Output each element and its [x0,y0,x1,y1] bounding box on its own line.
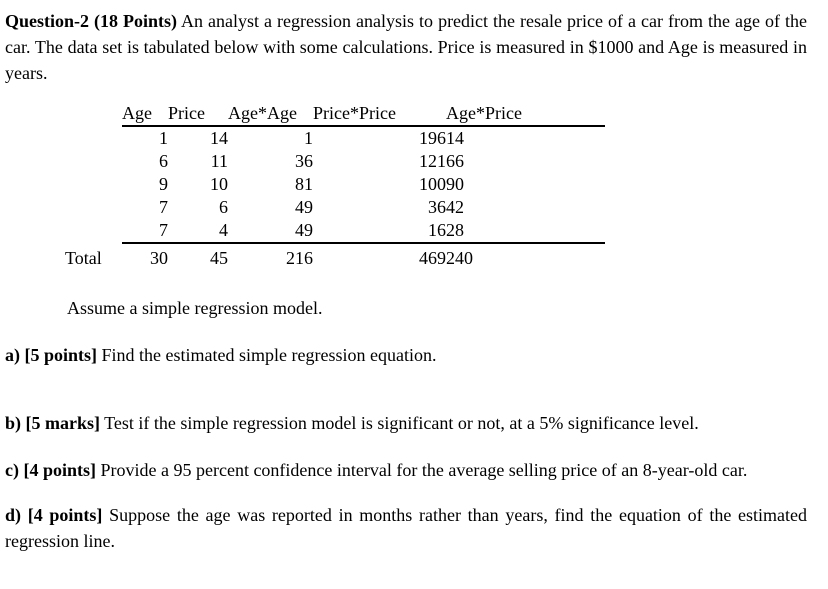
table-total-row: Total 30 45 216 469 240 [65,243,605,270]
column-header-age-price: Age*Price [446,102,605,127]
table-cell: 36 [295,151,313,171]
table-cell: 49 [295,197,313,217]
total-cell: 216 [286,248,313,268]
total-cell: 469 [419,248,446,268]
column-header-age-age: Age*Age [228,102,313,127]
table-cell: 28 [446,219,605,244]
table-cell: 49 [228,219,313,244]
table-header-row: Age Price Age*Age Price*Price Age*Price [65,102,605,127]
question-number-label: Question-2 (18 Points) [5,11,178,31]
column-header-price: Price [168,102,228,127]
table-corner-cell [65,102,122,126]
part-b-label: b) [5 marks] [5,413,100,433]
table-cell: 1 [159,128,168,148]
part-b-text: Test if the simple regression model is s… [100,413,699,433]
table-cell: 196 [419,128,446,148]
column-header-price-price: Price*Price [313,102,446,127]
table-cell: 36 [428,197,446,217]
part-c-text: Provide a 95 percent confidence interval… [96,460,748,480]
table-cell: 6 [159,151,168,171]
table-cell: 6 [219,197,228,217]
table-cell: 1 [304,128,313,148]
table-cell: 9 [159,174,168,194]
part-d-label: d) [4 points] [5,505,103,525]
part-d-text: Suppose the age was reported in months r… [5,505,808,551]
assumption-note: Assume a simple regression model. [67,298,323,318]
table-cell: 42 [446,197,464,217]
table-cell: 7 [122,219,168,244]
question-part-d: d) [4 points] Suppose the age was report… [5,502,807,554]
table-cell: 4 [168,219,228,244]
table-row: 9 10 81 100 90 [65,173,605,196]
part-a-label: a) [5 points] [5,345,98,365]
total-cell: 45 [210,248,228,268]
part-c-label: c) [4 points] [5,460,96,480]
table-row: 7 6 49 36 42 [65,196,605,219]
data-table: Age Price Age*Age Price*Price Age*Price … [65,102,605,270]
table-cell: 81 [295,174,313,194]
total-label: Total [65,248,102,268]
table-row: 1 14 1 196 14 [65,126,605,150]
table-cell: 14 [210,128,228,148]
question-part-c: c) [4 points] Provide a 95 percent confi… [5,457,807,483]
question-part-b: b) [5 marks] Test if the simple regressi… [5,410,807,436]
part-a-text: Find the estimated simple regression equ… [97,345,437,365]
question-intro: Question-2 (18 Points) An analyst a regr… [5,8,807,86]
question-intro-text: An analyst a regression analysis to pred… [5,11,807,83]
table-cell: 121 [419,151,446,171]
table-cell: 10 [210,174,228,194]
table-cell: 7 [159,197,168,217]
table-cell: 90 [446,174,464,194]
question-part-a: a) [5 points] Find the estimated simple … [5,342,807,368]
table-cell: 16 [313,219,446,244]
table-row: 6 11 36 121 66 [65,150,605,173]
column-header-age: Age [122,102,168,127]
total-cell: 240 [446,248,473,268]
table-row: 7 4 49 16 28 [65,219,605,244]
table-cell: 14 [446,128,464,148]
table-cell: 11 [210,151,228,171]
total-cell: 30 [150,248,168,268]
table-cell: 100 [419,174,446,194]
table-cell: 66 [446,151,464,171]
